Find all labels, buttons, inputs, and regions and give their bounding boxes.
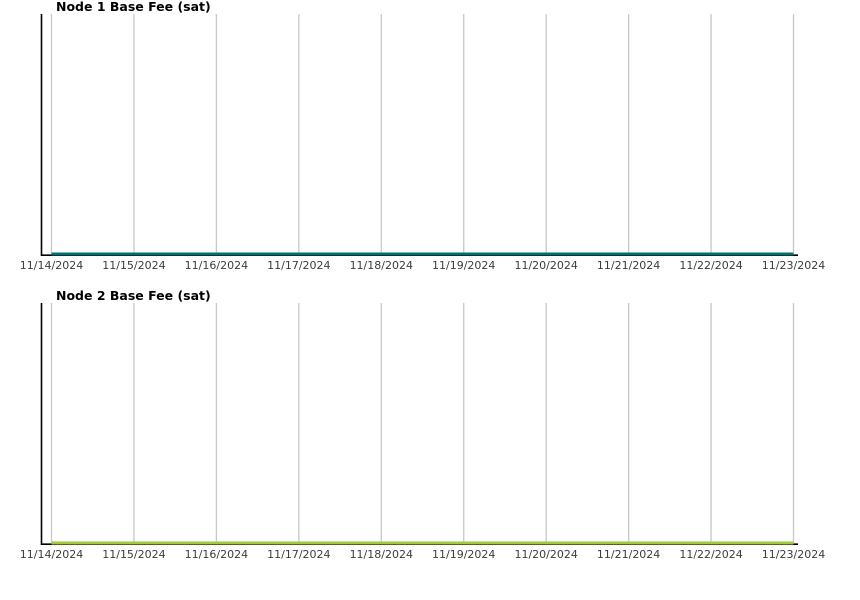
x-tick-label: 11/18/2024 [349,548,413,561]
chart-title: Node 1 Base Fee (sat) [56,0,211,14]
x-tick-label: 11/22/2024 [679,259,743,272]
gridlines [50,14,795,254]
x-tick-label: 11/20/2024 [514,548,578,561]
x-tick-label: 11/22/2024 [679,548,743,561]
x-tick-label: 11/14/2024 [19,548,84,561]
x-tick-label-row: 11/14/2024 11/15/2024 11/16/2024 11/17/2024… [0,548,860,566]
plot-canvas [40,14,798,256]
x-tick-label: 11/15/2024 [102,259,166,272]
x-tick-label: 11/21/2024 [596,259,661,272]
gridlines [50,303,795,543]
x-tick-label: 11/21/2024 [596,548,661,561]
x-tick-label: 11/17/2024 [267,548,331,561]
plot-area [0,14,860,256]
plot-area [0,303,860,545]
x-tick-label: 11/23/2024 [761,259,826,272]
x-tick-label: 11/16/2024 [184,259,249,272]
chart-title: Node 2 Base Fee (sat) [56,288,211,303]
x-tick-label: 11/19/2024 [432,259,496,272]
plot-canvas [40,303,798,545]
x-tick-label-row: 11/14/2024 11/15/2024 11/16/2024 11/17/2024… [0,259,860,277]
chart-panel-node-1: Node 1 Base Fee (sat) 11/14/2024 11/15/20… [0,0,860,288]
x-tick-label: 11/17/2024 [267,259,331,272]
x-tick-label: 11/20/2024 [514,259,578,272]
x-tick-label: 11/15/2024 [102,548,166,561]
x-tick-label: 11/19/2024 [432,548,496,561]
x-tick-label: 11/14/2024 [19,259,84,272]
chart-panel-node-2: Node 2 Base Fee (sat) 11/14/2024 11/15/20… [0,285,860,580]
x-tick-label: 11/16/2024 [184,548,249,561]
x-tick-label: 11/23/2024 [761,548,826,561]
x-tick-label: 11/18/2024 [349,259,413,272]
